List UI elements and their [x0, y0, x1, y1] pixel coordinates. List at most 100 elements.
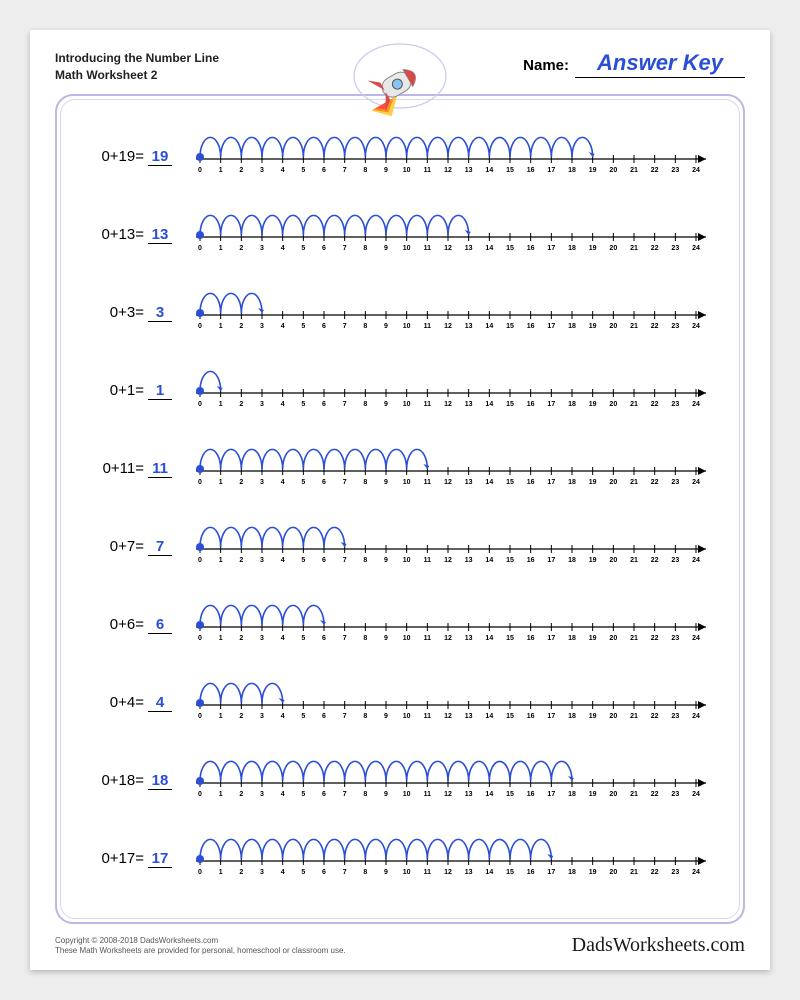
svg-text:17: 17 — [547, 167, 555, 174]
svg-text:22: 22 — [651, 557, 659, 564]
number-line: 0123456789101112131415161718192021222324 — [190, 283, 725, 343]
svg-text:8: 8 — [363, 245, 367, 252]
svg-text:0: 0 — [198, 557, 202, 564]
svg-text:21: 21 — [630, 713, 638, 720]
equation-lhs: 0+6= — [110, 616, 144, 633]
equation-answer: 18 — [148, 772, 172, 790]
svg-text:14: 14 — [485, 479, 493, 486]
problem-row: 0+7=701234567891011121314151617181920212… — [75, 508, 725, 586]
problem-row: 0+3=301234567891011121314151617181920212… — [75, 274, 725, 352]
svg-text:10: 10 — [403, 557, 411, 564]
equation: 0+1=1 — [75, 382, 190, 400]
svg-text:24: 24 — [692, 401, 700, 408]
svg-text:15: 15 — [506, 167, 514, 174]
equation-lhs: 0+7= — [110, 538, 144, 555]
svg-text:18: 18 — [568, 401, 576, 408]
number-line: 0123456789101112131415161718192021222324 — [190, 751, 725, 811]
svg-text:23: 23 — [671, 713, 679, 720]
svg-text:15: 15 — [506, 245, 514, 252]
svg-text:3: 3 — [260, 401, 264, 408]
svg-text:9: 9 — [384, 557, 388, 564]
svg-text:19: 19 — [589, 323, 597, 330]
svg-text:8: 8 — [363, 713, 367, 720]
svg-text:16: 16 — [527, 245, 535, 252]
svg-text:10: 10 — [403, 479, 411, 486]
number-line: 0123456789101112131415161718192021222324 — [190, 829, 725, 889]
svg-text:13: 13 — [465, 245, 473, 252]
svg-text:22: 22 — [651, 635, 659, 642]
svg-text:4: 4 — [281, 791, 285, 798]
svg-text:6: 6 — [322, 635, 326, 642]
svg-text:18: 18 — [568, 869, 576, 876]
svg-text:0: 0 — [198, 791, 202, 798]
usage-text: These Math Worksheets are provided for p… — [55, 946, 346, 956]
svg-text:10: 10 — [403, 245, 411, 252]
svg-text:21: 21 — [630, 167, 638, 174]
equation: 0+7=7 — [75, 538, 190, 556]
svg-text:7: 7 — [343, 713, 347, 720]
svg-text:2: 2 — [239, 167, 243, 174]
svg-text:3: 3 — [260, 557, 264, 564]
svg-text:16: 16 — [527, 167, 535, 174]
svg-text:11: 11 — [424, 791, 432, 798]
svg-text:5: 5 — [301, 713, 305, 720]
svg-text:20: 20 — [609, 713, 617, 720]
equation-answer: 4 — [148, 694, 172, 712]
svg-text:4: 4 — [281, 557, 285, 564]
svg-text:20: 20 — [609, 791, 617, 798]
svg-text:10: 10 — [403, 167, 411, 174]
svg-text:10: 10 — [403, 635, 411, 642]
equation-lhs: 0+18= — [101, 772, 144, 789]
svg-text:22: 22 — [651, 479, 659, 486]
equation-answer: 17 — [148, 850, 172, 868]
rocket-icon — [340, 40, 450, 130]
svg-text:8: 8 — [363, 869, 367, 876]
number-line: 0123456789101112131415161718192021222324 — [190, 127, 725, 187]
svg-text:17: 17 — [547, 557, 555, 564]
worksheet-page: Introducing the Number Line Math Workshe… — [30, 30, 770, 970]
equation-lhs: 0+3= — [110, 304, 144, 321]
equation: 0+3=3 — [75, 304, 190, 322]
svg-text:14: 14 — [485, 323, 493, 330]
svg-text:12: 12 — [444, 713, 452, 720]
name-block: Name: Answer Key — [523, 50, 745, 78]
svg-text:6: 6 — [322, 713, 326, 720]
problem-row: 0+13=13012345678910111213141516171819202… — [75, 196, 725, 274]
svg-text:4: 4 — [281, 323, 285, 330]
svg-text:7: 7 — [343, 323, 347, 330]
svg-text:2: 2 — [239, 713, 243, 720]
svg-text:23: 23 — [671, 167, 679, 174]
svg-text:21: 21 — [630, 791, 638, 798]
svg-text:18: 18 — [568, 479, 576, 486]
equation: 0+19=19 — [75, 148, 190, 166]
equation: 0+4=4 — [75, 694, 190, 712]
svg-text:6: 6 — [322, 479, 326, 486]
svg-text:0: 0 — [198, 869, 202, 876]
svg-text:11: 11 — [424, 245, 432, 252]
svg-text:6: 6 — [322, 167, 326, 174]
svg-text:5: 5 — [301, 791, 305, 798]
svg-text:4: 4 — [281, 713, 285, 720]
svg-text:0: 0 — [198, 245, 202, 252]
problem-row: 0+1=101234567891011121314151617181920212… — [75, 352, 725, 430]
svg-text:18: 18 — [568, 557, 576, 564]
equation: 0+13=13 — [75, 226, 190, 244]
svg-text:3: 3 — [260, 245, 264, 252]
svg-text:12: 12 — [444, 869, 452, 876]
title-line-2: Math Worksheet 2 — [55, 67, 219, 84]
svg-text:12: 12 — [444, 557, 452, 564]
footer-left: Copyright © 2008-2018 DadsWorksheets.com… — [55, 936, 346, 957]
equation-lhs: 0+4= — [110, 694, 144, 711]
equation-answer: 19 — [148, 148, 172, 166]
equation-lhs: 0+1= — [110, 382, 144, 399]
svg-text:3: 3 — [260, 479, 264, 486]
svg-text:12: 12 — [444, 245, 452, 252]
equation-answer: 3 — [148, 304, 172, 322]
svg-text:7: 7 — [343, 245, 347, 252]
svg-text:0: 0 — [198, 167, 202, 174]
svg-text:15: 15 — [506, 323, 514, 330]
equation: 0+18=18 — [75, 772, 190, 790]
svg-text:23: 23 — [671, 869, 679, 876]
svg-text:7: 7 — [343, 401, 347, 408]
svg-text:16: 16 — [527, 791, 535, 798]
